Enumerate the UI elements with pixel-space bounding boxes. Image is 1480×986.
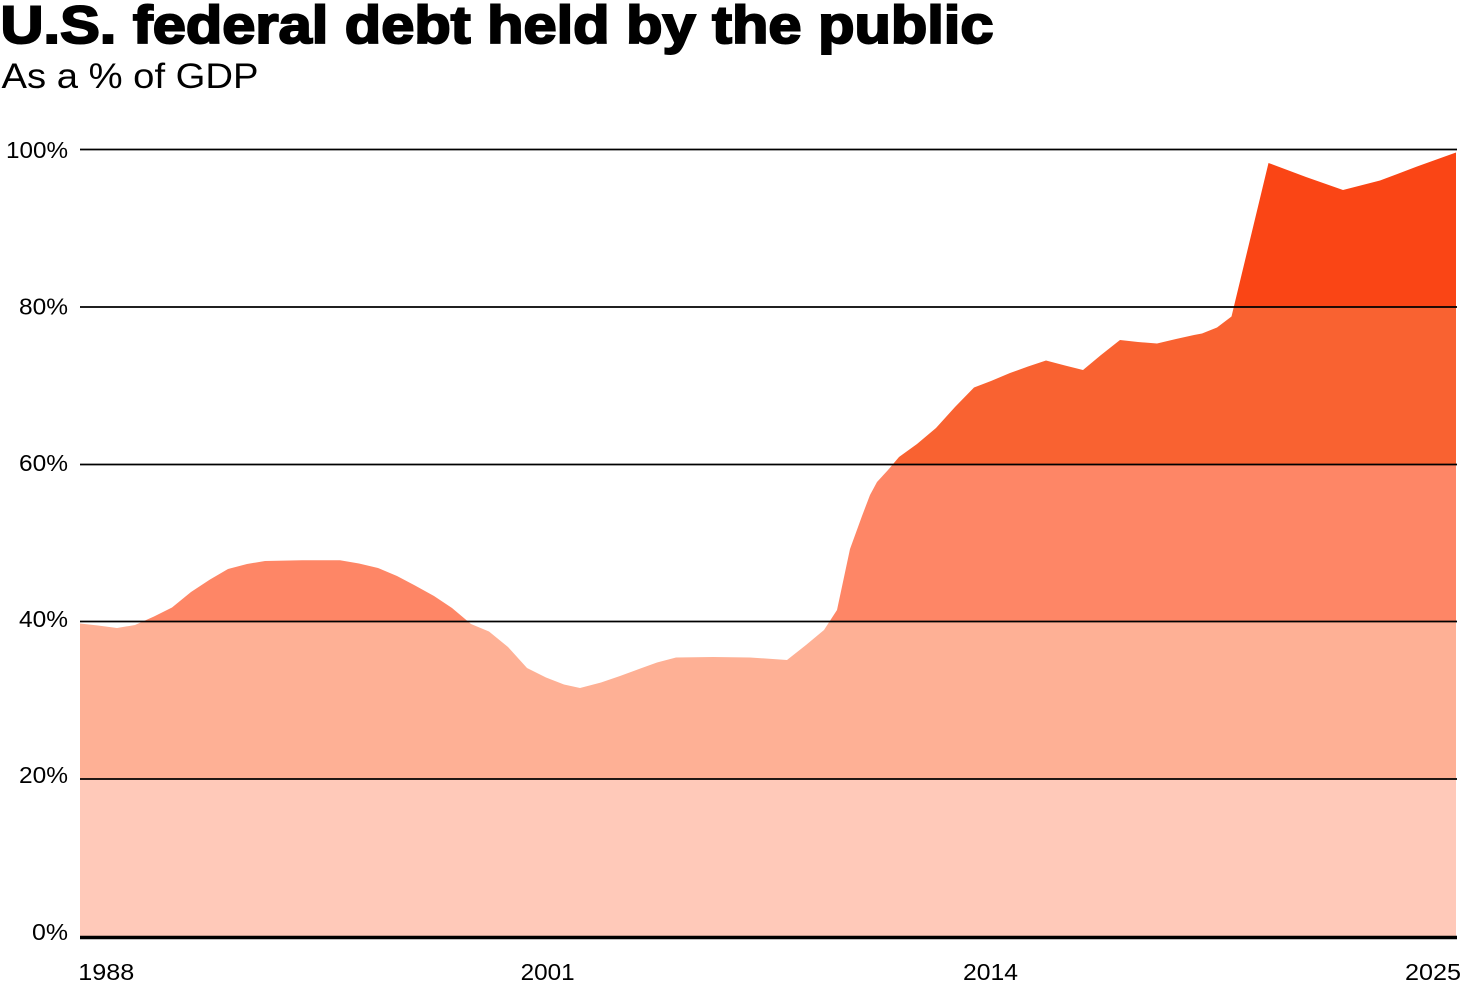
svg-text:1988: 1988: [78, 959, 134, 985]
svg-text:0%: 0%: [32, 919, 68, 945]
svg-text:40%: 40%: [19, 606, 68, 632]
svg-text:60%: 60%: [19, 450, 68, 476]
svg-text:2025: 2025: [1405, 959, 1461, 985]
svg-text:As a % of GDP: As a % of GDP: [2, 56, 259, 96]
svg-text:80%: 80%: [19, 293, 68, 319]
svg-text:100%: 100%: [6, 137, 68, 163]
svg-text:20%: 20%: [19, 762, 68, 788]
svg-text:2014: 2014: [963, 959, 1018, 985]
svg-text:U.S. federal debt held by the: U.S. federal debt held by the public: [1, 0, 994, 55]
svg-text:2001: 2001: [521, 959, 575, 985]
